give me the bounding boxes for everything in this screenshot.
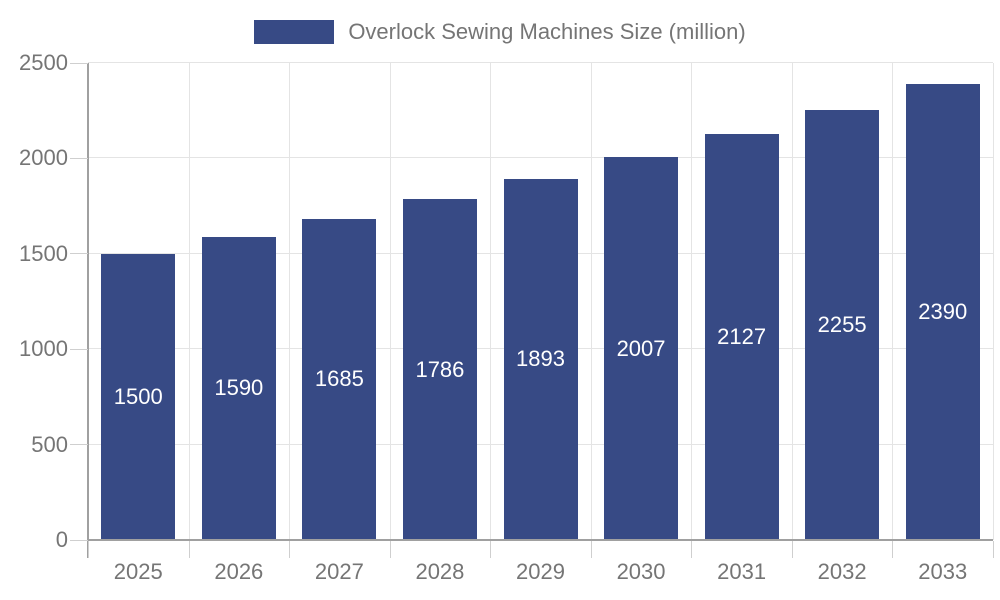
y-axis-tick-label: 1500 — [19, 240, 68, 266]
y-axis-tick-label: 2500 — [19, 50, 68, 75]
bar-2033[interactable]: 2390 — [905, 84, 980, 540]
gridline-vertical — [993, 63, 994, 540]
gridline-vertical — [289, 63, 291, 540]
bar-2032[interactable]: 2255 — [805, 109, 880, 540]
legend-label: Overlock Sewing Machines Size (million) — [348, 19, 746, 44]
x-axis-tick — [791, 541, 793, 558]
bar-2026[interactable]: 1590 — [201, 236, 276, 540]
x-axis-tick-label: 2033 — [918, 559, 968, 584]
bar-2025[interactable]: 1500 — [101, 253, 176, 540]
y-axis-tick — [70, 444, 88, 446]
x-axis-tick-label: 2032 — [817, 559, 867, 584]
x-axis-tick — [892, 541, 894, 558]
legend-swatch-icon — [254, 20, 335, 44]
y-axis-tick — [70, 253, 88, 255]
x-axis-tick — [590, 541, 592, 558]
x-axis-tick — [289, 541, 291, 558]
gridline-vertical — [188, 63, 190, 540]
bar-2028[interactable]: 1786 — [402, 199, 477, 540]
x-axis-tick-label: 2026 — [214, 559, 264, 584]
bar-2027[interactable]: 1685 — [302, 218, 377, 540]
y-axis-tick-label: 500 — [31, 431, 68, 457]
bar-value-label: 1590 — [214, 375, 264, 401]
x-axis-tick-label: 2030 — [616, 559, 666, 584]
legend-row: Overlock Sewing Machines Size (million) — [0, 19, 1000, 45]
y-axis-line — [87, 63, 89, 558]
y-axis-tick — [70, 62, 88, 64]
bar-value-label: 1786 — [415, 356, 465, 382]
bar-value-label: 1893 — [516, 346, 565, 372]
x-axis-line — [88, 539, 993, 541]
bar-2030[interactable]: 2007 — [604, 157, 679, 540]
x-axis-tick — [993, 541, 994, 558]
y-axis-tick-label: 0 — [55, 527, 68, 552]
y-axis-tick — [70, 157, 88, 159]
x-axis-tick — [389, 541, 391, 558]
gridline-vertical — [691, 63, 693, 540]
bar-value-label: 2255 — [817, 311, 867, 337]
plot-area: 1500 1590 1685 1786 1893 2007 2127 2255 2390 — [88, 62, 994, 540]
y-axis-tick-label: 2000 — [19, 145, 68, 171]
bar-value-label: 1500 — [113, 383, 163, 409]
x-axis-tick — [490, 541, 492, 558]
bar-2029[interactable]: 1893 — [503, 178, 578, 540]
gridline-vertical — [590, 63, 592, 540]
bar-value-label: 2127 — [717, 324, 767, 350]
bar-value-label: 2007 — [616, 335, 666, 361]
x-axis-tick-label: 2027 — [314, 559, 364, 584]
bar-2031[interactable]: 2127 — [704, 134, 779, 540]
gridline-horizontal — [88, 62, 993, 63]
x-axis-tick — [88, 541, 89, 558]
bar-value-label: 1685 — [314, 366, 364, 392]
gridline-vertical — [892, 63, 894, 540]
x-axis-tick-label: 2031 — [717, 559, 767, 584]
y-axis-tick — [70, 539, 88, 541]
gridline-vertical — [389, 63, 391, 540]
y-axis-tick-label: 1000 — [19, 336, 68, 362]
y-axis-tick — [70, 348, 88, 350]
gridline-horizontal — [88, 157, 993, 159]
x-axis-tick — [188, 541, 190, 558]
x-axis-tick-label: 2029 — [516, 559, 565, 584]
bar-value-label: 2390 — [918, 299, 968, 324]
x-axis-tick-label: 2028 — [415, 559, 465, 584]
legend[interactable]: Overlock Sewing Machines Size (million) — [254, 19, 746, 45]
x-axis-tick — [691, 541, 693, 558]
gridline-vertical — [791, 63, 793, 540]
x-axis-tick-label: 2025 — [113, 559, 163, 584]
gridline-vertical — [490, 63, 492, 540]
